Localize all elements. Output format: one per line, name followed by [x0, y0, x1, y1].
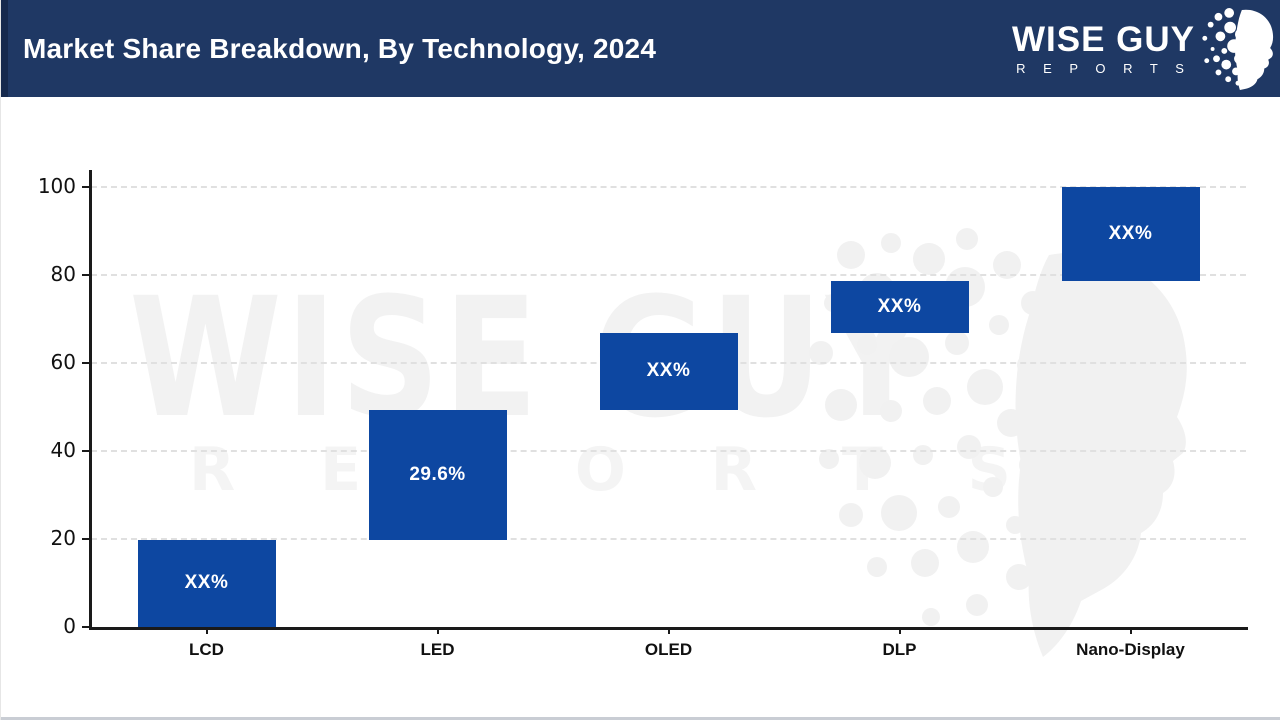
x-axis-category-label: DLP: [882, 640, 917, 659]
gridline: [91, 274, 1246, 276]
gridline: [91, 538, 1246, 540]
bar-value-label: XX%: [184, 572, 229, 594]
x-axis-tick: [667, 627, 670, 634]
brand-name: WISE GUY: [1011, 20, 1195, 59]
waterfall-chart: 0 20 40 60 80 100 XX% 29.6% XX% XX% XX% LCD LED OLED D…: [1, 97, 1280, 717]
y-axis-tick-label: 60: [50, 350, 76, 374]
x-axis-tick: [205, 627, 208, 634]
y-axis-tick: [82, 626, 89, 628]
y-axis-tick: [82, 186, 89, 188]
x-axis-category-label: OLED: [644, 640, 693, 659]
y-axis-tick-label: 20: [50, 526, 76, 550]
y-axis-tick-label: 40: [50, 438, 76, 462]
y-axis-tick-label: 100: [37, 174, 76, 198]
watermark-face-icon: [809, 228, 1187, 657]
bar-value-label: XX%: [877, 296, 922, 318]
x-axis-tick: [436, 627, 439, 634]
header-left-edge: [1, 0, 8, 97]
gridline: [91, 450, 1246, 452]
bar-segment: XX%: [1061, 187, 1200, 282]
bar-value-label: XX%: [646, 360, 691, 382]
y-axis-tick: [82, 274, 89, 276]
brand-subtitle: R E P O R T S: [1016, 61, 1191, 76]
bar-segment: XX%: [137, 539, 276, 627]
watermark-text: WISE GUY: [129, 262, 930, 454]
y-axis-tick: [82, 538, 89, 540]
header-bar: Market Share Breakdown, By Technology, 2…: [1, 0, 1280, 97]
gridline: [91, 186, 1246, 188]
y-axis-tick: [82, 450, 89, 452]
bar-value-label: XX%: [1108, 223, 1153, 245]
bottom-divider: [1, 717, 1280, 720]
y-axis-tick: [82, 362, 89, 364]
x-axis-category-label: LCD: [189, 640, 224, 659]
y-axis-tick-label: 0: [63, 614, 76, 638]
brand-face-icon: [1202, 7, 1274, 90]
y-axis-line: [89, 170, 92, 629]
x-axis-line: [89, 627, 1248, 630]
bar-value-label: 29.6%: [409, 463, 466, 485]
brand-logo-text: WISE GUY R E P O R T S: [1012, 22, 1195, 75]
page-title: Market Share Breakdown, By Technology, 2…: [23, 32, 657, 64]
x-axis-category-label: LED: [420, 640, 455, 659]
bar-segment: XX%: [830, 281, 969, 334]
y-axis-tick-label: 80: [50, 262, 76, 286]
brand-logo: WISE GUY R E P O R T S: [1012, 0, 1275, 97]
bar-segment: XX%: [599, 333, 738, 410]
x-axis-tick: [1129, 627, 1132, 634]
bar-segment: 29.6%: [368, 409, 507, 540]
x-axis-tick: [898, 627, 901, 634]
x-axis-category-label: Nano-Display: [1076, 640, 1185, 659]
